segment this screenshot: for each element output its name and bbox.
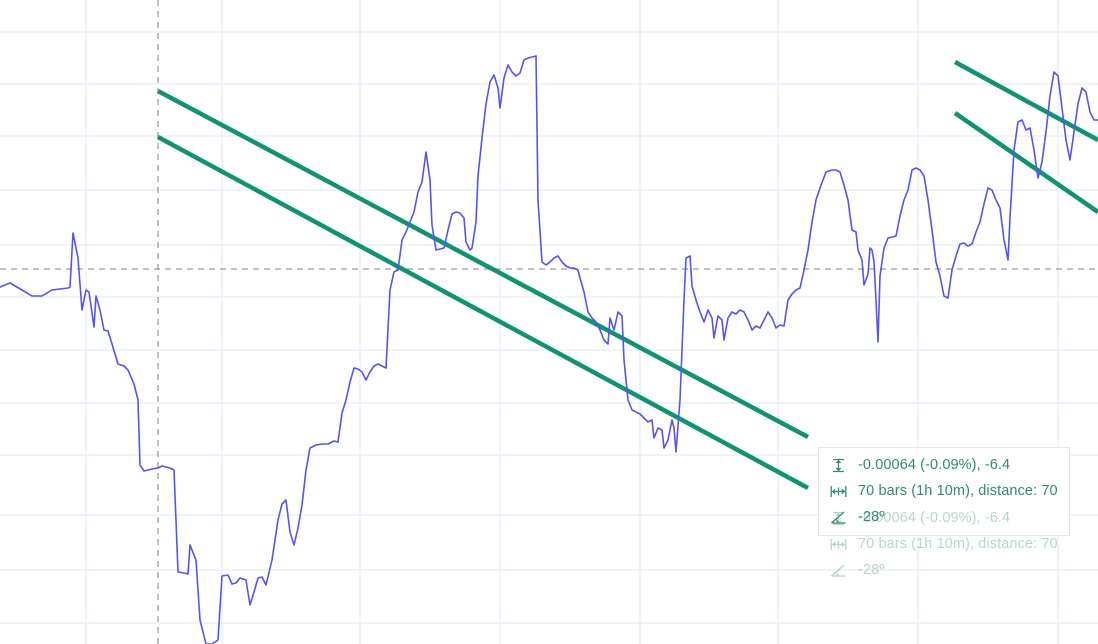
measure-tooltip-ghost: -0.00064 (-0.09%), -6.4 70 bars (1h 10m),…	[818, 500, 1070, 589]
trend-line-lower[interactable]	[156, 135, 810, 490]
horizontal-bars-icon	[830, 484, 847, 499]
measure-value: 70 bars (1h 10m), distance: 70	[858, 536, 1058, 552]
measure-row: -0.00064 (-0.09%), -6.4	[830, 510, 1055, 527]
price-line	[0, 55, 1098, 644]
measure-row: -0.00064 (-0.09%), -6.4	[830, 457, 1055, 474]
vertical-distance-icon	[830, 458, 847, 473]
trend-line-upper[interactable]	[156, 89, 810, 439]
measure-row: 70 bars (1h 10m), distance: 70	[830, 483, 1058, 500]
measure-row: -28º	[830, 562, 1055, 579]
measure-value: -28º	[858, 509, 885, 525]
measure-tooltip-primary[interactable]: -0.00064 (-0.09%), -6.4 70 bars (1h 10m),…	[818, 447, 1070, 536]
measure-row: -28º	[830, 509, 1055, 526]
angle-icon	[830, 510, 847, 525]
measure-value: -0.00064 (-0.09%), -6.4	[858, 457, 1011, 473]
trend-line-lower[interactable]	[953, 111, 1098, 214]
measure-value: -0.00064 (-0.09%), -6.4	[858, 510, 1011, 526]
vertical-distance-icon	[830, 511, 847, 526]
angle-icon	[830, 563, 847, 578]
measure-value: -28º	[858, 562, 885, 578]
trend-channels[interactable]	[156, 60, 1098, 490]
measure-value: 70 bars (1h 10m), distance: 70	[858, 483, 1058, 499]
horizontal-bars-icon	[830, 537, 847, 552]
price-series-line	[0, 55, 1098, 644]
measure-row: 70 bars (1h 10m), distance: 70	[830, 536, 1058, 553]
